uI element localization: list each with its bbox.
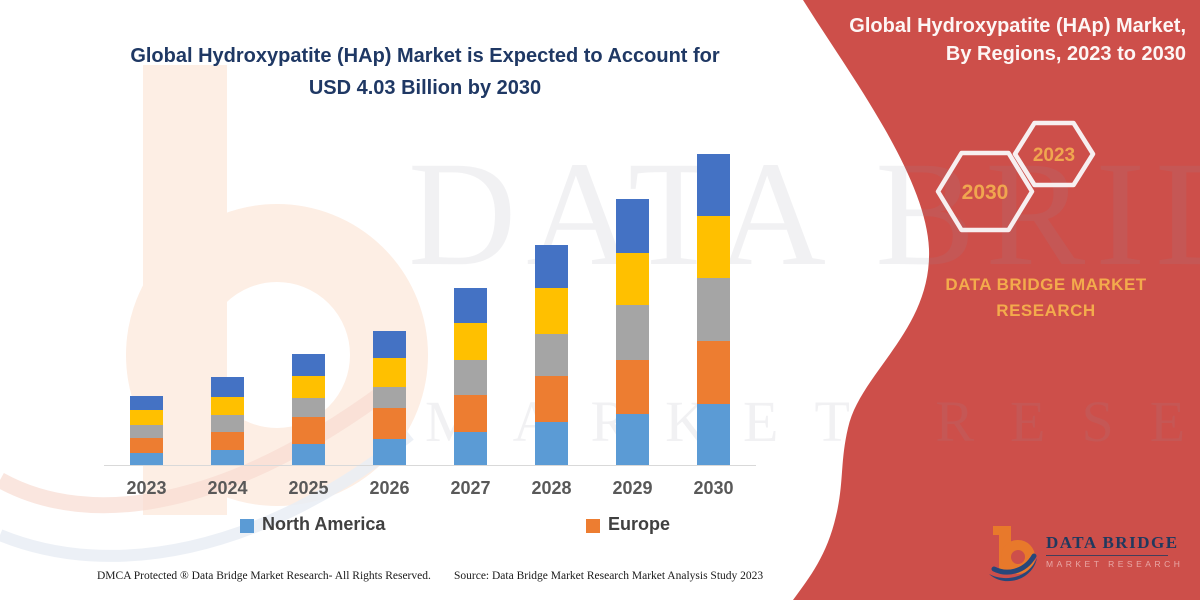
data-bridge-logo: DATA BRIDGE MARKET RESEARCH [986, 524, 1183, 582]
chart-title: Global Hydroxypatite (HAp) Market is Exp… [130, 45, 720, 99]
bar-chart-plot-area [106, 135, 754, 465]
bar-segment-2029-north-america[interactable] [616, 414, 649, 465]
bar-segment-2030-north-america[interactable] [697, 404, 730, 465]
logo-name: DATA BRIDGE [1046, 533, 1179, 552]
bar-segment-2024-europe[interactable] [211, 432, 244, 450]
bar-segment-2028-unlabeled-gray[interactable] [535, 334, 568, 376]
bar-segment-2024-unlabeled-dark-blue[interactable] [211, 377, 244, 397]
bar-segment-2024-north-america[interactable] [211, 450, 244, 465]
dmca-notice: DMCA Protected ® Data Bridge Market Rese… [97, 570, 431, 582]
bar-segment-2025-north-america[interactable] [292, 444, 325, 465]
bar-segment-2026-unlabeled-gray[interactable] [373, 387, 406, 408]
logo-subtitle: MARKET RESEARCH [1046, 559, 1184, 569]
bar-segment-2028-unlabeled-yellow[interactable] [535, 288, 568, 334]
bar-segment-2028-europe[interactable] [535, 376, 568, 422]
legend-label: Europe [607, 514, 670, 534]
bar-column-2030 [673, 135, 754, 465]
legend-label: North America [262, 514, 386, 534]
bar-column-2025 [268, 135, 349, 465]
bar-segment-2024-unlabeled-yellow[interactable] [211, 397, 244, 415]
hex-year-2023: 2023 [1033, 145, 1075, 166]
stacked-bar-2025[interactable] [292, 354, 325, 465]
x-axis-line [104, 465, 756, 466]
bar-segment-2023-unlabeled-yellow[interactable] [130, 410, 163, 425]
stacked-bar-2028[interactable] [535, 245, 568, 465]
bar-segment-2027-europe[interactable] [454, 395, 487, 432]
bar-segment-2028-unlabeled-dark-blue[interactable] [535, 245, 568, 288]
bar-segment-2027-unlabeled-yellow[interactable] [454, 323, 487, 360]
bar-column-2024 [187, 135, 268, 465]
hex-year-2030: 2030 [962, 181, 1009, 204]
stacked-bar-2023[interactable] [130, 396, 163, 465]
x-axis-label-2028: 2028 [531, 478, 572, 498]
bar-segment-2028-north-america[interactable] [535, 422, 568, 465]
source-note: Source: Data Bridge Market Research Mark… [454, 570, 764, 582]
bar-segment-2026-unlabeled-dark-blue[interactable] [373, 331, 406, 358]
bar-segment-2030-europe[interactable] [697, 341, 730, 404]
swoosh-watermark [0, 373, 414, 562]
bar-segment-2030-unlabeled-yellow[interactable] [697, 216, 730, 278]
bar-segment-2027-north-america[interactable] [454, 432, 487, 465]
x-axis-labels: 2023 2024 2025 2026 2027 2028 2029 2030 [106, 478, 754, 499]
bar-segment-2023-unlabeled-gray[interactable] [130, 425, 163, 438]
x-axis-label-2026: 2026 [369, 478, 410, 498]
bar-column-2027 [430, 135, 511, 465]
bar-segment-2026-unlabeled-yellow[interactable] [373, 358, 406, 387]
legend: North America Europe [240, 514, 670, 535]
stacked-bar-2027[interactable] [454, 288, 487, 465]
year-hexagons: 2030 2023 [935, 120, 1096, 233]
red-side-panel [793, 0, 1200, 600]
bar-segment-2027-unlabeled-dark-blue[interactable] [454, 288, 487, 323]
bar-segment-2025-unlabeled-dark-blue[interactable] [292, 354, 325, 376]
bar-segment-2030-unlabeled-dark-blue[interactable] [697, 154, 730, 216]
hexagon-2023-icon [1012, 120, 1096, 188]
logo-rule [1046, 555, 1168, 556]
logo-b-icon [989, 526, 1037, 582]
bar-column-2023 [106, 135, 187, 465]
legend-item-europe[interactable]: Europe [585, 514, 670, 535]
bar-segment-2029-unlabeled-dark-blue[interactable] [616, 199, 649, 253]
legend-swatch-icon [240, 518, 254, 533]
bar-segment-2026-europe[interactable] [373, 408, 406, 439]
bar-column-2026 [349, 135, 430, 465]
x-axis-label-2024: 2024 [207, 478, 248, 498]
x-axis-label-2023: 2023 [126, 478, 167, 498]
stacked-bar-2024[interactable] [211, 377, 244, 465]
bar-segment-2027-unlabeled-gray[interactable] [454, 360, 487, 395]
x-axis-label-2030: 2030 [693, 478, 734, 498]
bar-segment-2025-europe[interactable] [292, 417, 325, 444]
bar-segment-2025-unlabeled-yellow[interactable] [292, 376, 325, 398]
bar-column-2028 [511, 135, 592, 465]
brand-caption: DATA BRIDGE MARKET RESEARCH [945, 275, 1147, 320]
x-axis-label-2029: 2029 [612, 478, 653, 498]
stacked-bar-2026[interactable] [373, 331, 406, 465]
bar-segment-2030-unlabeled-gray[interactable] [697, 278, 730, 341]
bar-column-2029 [592, 135, 673, 465]
bar-segment-2029-unlabeled-gray[interactable] [616, 305, 649, 360]
panel-heading: Global Hydroxypatite (HAp) Market, By Re… [849, 15, 1186, 65]
x-axis-label-2027: 2027 [450, 478, 491, 498]
bar-segment-2023-europe[interactable] [130, 438, 163, 453]
bar-segment-2023-north-america[interactable] [130, 453, 163, 465]
bar-segment-2029-europe[interactable] [616, 360, 649, 414]
bar-segment-2025-unlabeled-gray[interactable] [292, 398, 325, 417]
bar-segment-2023-unlabeled-dark-blue[interactable] [130, 396, 163, 410]
bar-segment-2029-unlabeled-yellow[interactable] [616, 253, 649, 305]
legend-swatch-icon [585, 518, 600, 533]
stacked-bar-2030[interactable] [697, 154, 730, 465]
hexagon-2030-icon [935, 150, 1035, 233]
legend-item-north-america[interactable]: North America [240, 514, 385, 535]
x-axis-label-2025: 2025 [288, 478, 329, 498]
bar-segment-2024-unlabeled-gray[interactable] [211, 415, 244, 432]
bar-segment-2026-north-america[interactable] [373, 439, 406, 465]
stacked-bar-2029[interactable] [616, 199, 649, 465]
